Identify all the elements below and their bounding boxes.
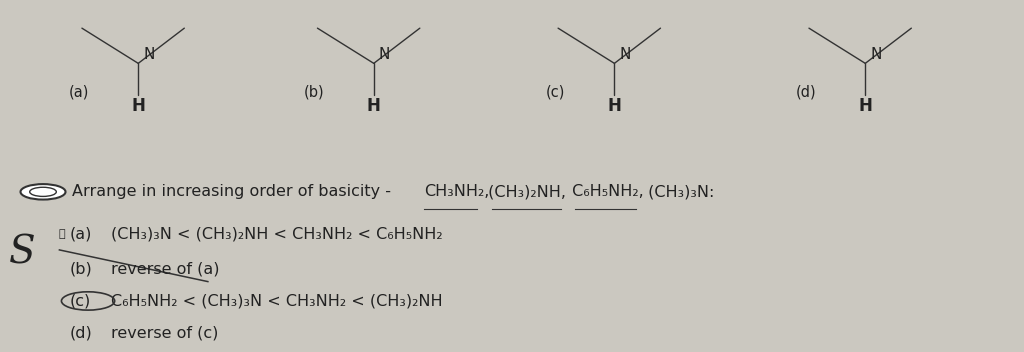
Text: (d): (d) [70,325,92,340]
Text: C₆H₅NH₂ < (CH₃)₃N < CH₃NH₂ < (CH₃)₂NH: C₆H₅NH₂ < (CH₃)₃N < CH₃NH₂ < (CH₃)₂NH [111,294,442,308]
Text: (CH₃)₂NH,: (CH₃)₂NH, [483,184,566,199]
Text: CH₃NH₂,: CH₃NH₂, [424,184,489,199]
Text: N: N [379,46,390,62]
Text: (b): (b) [304,84,325,99]
Text: (CH₃)₃N:: (CH₃)₃N: [643,184,714,199]
Text: reverse of (a): reverse of (a) [111,262,219,277]
Text: H: H [367,97,381,115]
Text: C₆H₅NH₂,: C₆H₅NH₂, [567,184,644,199]
Text: N: N [870,46,882,62]
Text: (b): (b) [70,262,92,277]
Circle shape [20,184,66,200]
Text: (c): (c) [70,294,91,308]
Text: S: S [9,235,36,272]
Text: H: H [131,97,145,115]
Text: H: H [607,97,622,115]
Text: (d): (d) [796,84,816,99]
Text: N: N [143,46,155,62]
Text: (a): (a) [69,84,89,99]
Text: reverse of (c): reverse of (c) [111,325,218,340]
Text: N: N [620,46,631,62]
Text: (a): (a) [70,227,92,241]
Text: H: H [858,97,872,115]
Text: (CH₃)₃N < (CH₃)₂NH < CH₃NH₂ < C₆H₅NH₂: (CH₃)₃N < (CH₃)₂NH < CH₃NH₂ < C₆H₅NH₂ [111,227,442,241]
Text: Arrange in increasing order of basicity -: Arrange in increasing order of basicity … [72,184,396,199]
Text: ⼘: ⼘ [58,229,65,239]
Text: (c): (c) [546,84,565,99]
